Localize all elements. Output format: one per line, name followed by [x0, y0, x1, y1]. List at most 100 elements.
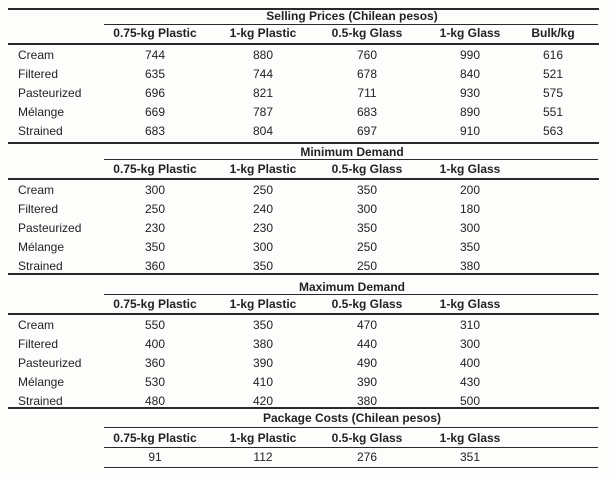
table-row: Filtered 400 380 440 300: [0, 336, 615, 352]
row-label: Filtered: [18, 202, 59, 216]
row-label: Cream: [18, 183, 55, 197]
table-cell: 563: [542, 124, 564, 138]
column-header: 1-kg Glass: [439, 162, 501, 176]
table-cell: 678: [356, 67, 378, 81]
column-header: 0.5-kg Glass: [331, 162, 403, 176]
table-cell: 840: [459, 67, 481, 81]
table-cell: 250: [356, 240, 378, 254]
row-label: Strained: [18, 394, 63, 408]
table-cell: 550: [144, 318, 166, 332]
table-row: Pasteurized 230 230 350 300: [0, 220, 615, 236]
row-label: Pasteurized: [18, 86, 82, 100]
table-cell: 696: [144, 86, 166, 100]
table-cell: 276: [356, 450, 378, 464]
table-cell: 880: [252, 48, 274, 62]
table-cell: 380: [459, 259, 481, 273]
row-label: Strained: [18, 259, 63, 273]
table-cell: 350: [252, 318, 274, 332]
row-label: Pasteurized: [18, 221, 82, 235]
column-header: 0.5-kg Glass: [331, 26, 403, 40]
table-row: Mélange 530 410 390 430: [0, 374, 615, 390]
table-cell: 230: [144, 221, 166, 235]
table-cell: 91: [148, 450, 162, 464]
column-header: 0.75-kg Plastic: [113, 162, 197, 176]
table-title-row: Package Costs (Chilean pesos): [0, 410, 615, 426]
column-header: 1-kg Plastic: [229, 162, 297, 176]
horizontal-rule: [104, 159, 598, 160]
table-cell: 616: [542, 48, 564, 62]
table-cell: 410: [252, 375, 274, 389]
horizontal-rule: [8, 8, 599, 10]
table-cell: 530: [144, 375, 166, 389]
horizontal-rule: [104, 294, 598, 295]
table-title-row: Minimum Demand: [0, 144, 615, 160]
table-title-row: Maximum Demand: [0, 279, 615, 295]
horizontal-rule: [8, 178, 599, 180]
table-cell: 360: [144, 259, 166, 273]
column-header-row: 0.75-kg Plastic 1-kg Plastic 0.5-kg Glas…: [0, 430, 615, 446]
table-cell: 669: [144, 105, 166, 119]
table-row: Pasteurized 360 390 490 400: [0, 355, 615, 371]
table-cell: 400: [144, 337, 166, 351]
table-cell: 350: [252, 259, 274, 273]
table-cell: 760: [356, 48, 378, 62]
table-cell: 420: [252, 394, 274, 408]
table-cell: 390: [356, 375, 378, 389]
table-cell: 350: [356, 183, 378, 197]
horizontal-rule: [8, 313, 599, 315]
column-header-row: 0.75-kg Plastic 1-kg Plastic 0.5-kg Glas…: [0, 25, 615, 41]
table-row: Pasteurized 696 821 711 930 575: [0, 85, 615, 101]
table-row: Filtered 250 240 300 180: [0, 201, 615, 217]
column-header: 1-kg Plastic: [229, 431, 297, 445]
row-label: Strained: [18, 124, 63, 138]
row-label: Filtered: [18, 337, 59, 351]
table-title: Package Costs (Chilean pesos): [262, 411, 442, 425]
table-row: 91 112 276 351: [0, 449, 615, 465]
column-header: 0.75-kg Plastic: [113, 297, 197, 311]
table-cell: 711: [357, 86, 377, 100]
table-cell: 350: [356, 221, 378, 235]
column-header: 1-kg Glass: [439, 26, 501, 40]
table-cell: 250: [356, 259, 378, 273]
table-cell: 180: [459, 202, 481, 216]
column-header-row: 0.75-kg Plastic 1-kg Plastic 0.5-kg Glas…: [0, 296, 615, 312]
table-row: Cream 550 350 470 310: [0, 317, 615, 333]
table-cell: 744: [252, 67, 274, 81]
table-cell: 200: [459, 183, 481, 197]
table-cell: 521: [542, 67, 564, 81]
column-header: 0.5-kg Glass: [331, 297, 403, 311]
table-cell: 360: [144, 356, 166, 370]
table-cell: 490: [356, 356, 378, 370]
table-row: Cream 744 880 760 990 616: [0, 47, 615, 63]
table-cell: 990: [459, 48, 481, 62]
table-title: Maximum Demand: [298, 280, 406, 294]
table-row: Strained 480 420 380 500: [0, 393, 615, 409]
table-cell: 683: [356, 105, 378, 119]
table-cell: 697: [356, 124, 378, 138]
row-label: Mélange: [18, 105, 65, 119]
column-header: 1-kg Glass: [439, 297, 501, 311]
table-cell: 500: [459, 394, 481, 408]
table-row: Strained 683 804 697 910 563: [0, 123, 615, 139]
table-cell: 787: [252, 105, 274, 119]
table-row: Cream 300 250 350 200: [0, 182, 615, 198]
table-title: Selling Prices (Chilean pesos): [266, 9, 438, 23]
horizontal-rule: [104, 427, 598, 428]
horizontal-rule: [8, 142, 599, 144]
table-cell: 300: [356, 202, 378, 216]
horizontal-rule: [8, 407, 599, 409]
column-header: 1-kg Plastic: [229, 297, 297, 311]
row-label: Pasteurized: [18, 356, 82, 370]
row-label: Mélange: [18, 240, 65, 254]
table-title: Minimum Demand: [300, 145, 404, 159]
table-cell: 350: [144, 240, 166, 254]
table-cell: 112: [253, 450, 273, 464]
table-cell: 744: [144, 48, 166, 62]
table-cell: 250: [252, 183, 274, 197]
table-row: Mélange 669 787 683 890 551: [0, 104, 615, 120]
table-cell: 300: [144, 183, 166, 197]
horizontal-rule: [104, 24, 598, 25]
horizontal-rule: [8, 43, 599, 45]
table-row: Strained 360 350 250 380: [0, 258, 615, 274]
column-header: 0.75-kg Plastic: [113, 431, 197, 445]
